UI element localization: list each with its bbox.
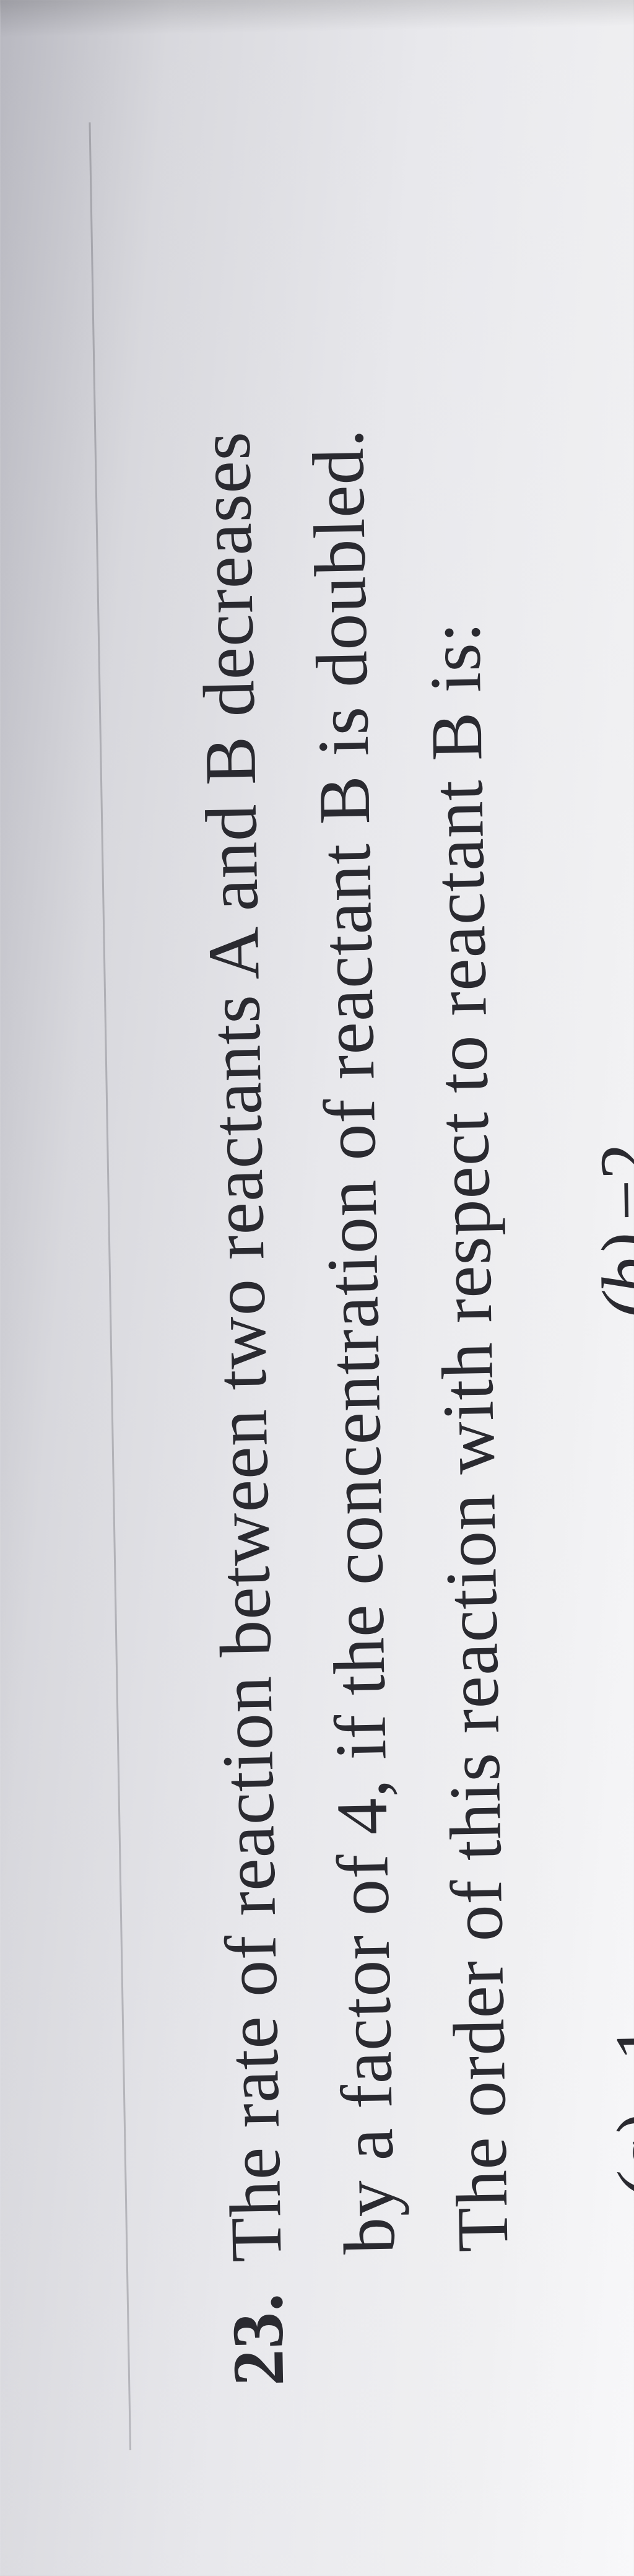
question-line-1: The rate of reaction between two reactan… [184, 430, 297, 2263]
option-b-value: −2 [584, 1142, 634, 1221]
option-a: (a) −1 [573, 2023, 634, 2201]
option-b: (b) −2 [558, 1142, 634, 1319]
option-b-label: (b) [586, 1233, 634, 1319]
question-number: 23. [201, 2261, 316, 2387]
options-row-1: (a) −1 (b) −2 [539, 25, 634, 2201]
options: (a)−1 (b)−2 (c)1 (d)2 [539, 23, 634, 2380]
question-text: 23.The rate of reaction between two reac… [162, 28, 542, 2387]
option-a-value: −1 [600, 2024, 634, 2103]
rotated-sheet: 23.The rate of reaction between two reac… [0, 0, 634, 2575]
option-a-label: (a) [601, 2114, 634, 2201]
page: 23.The rate of reaction between two reac… [0, 0, 634, 2576]
